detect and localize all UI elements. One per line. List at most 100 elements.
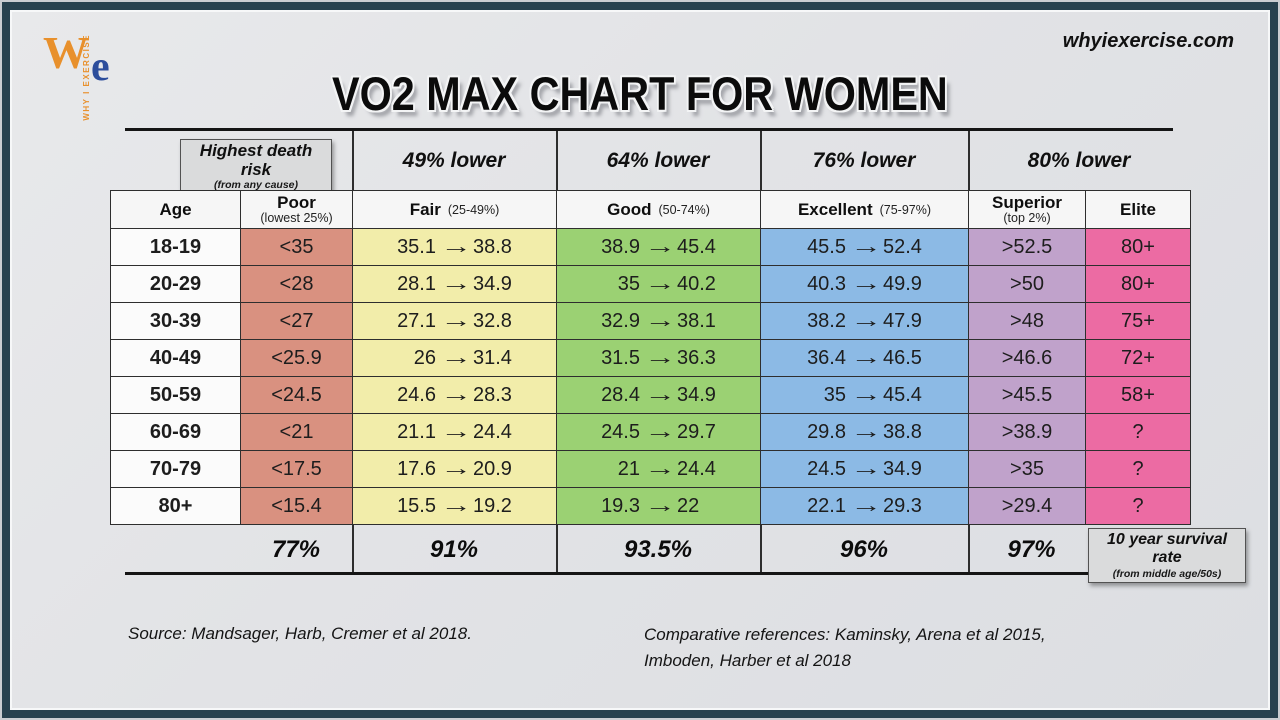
- fair-range-cell: 28.1 → 34.9: [353, 266, 557, 303]
- excellent-range-cell: 29.8 → 38.8: [761, 414, 969, 451]
- survival-rate-sublabel: (from middle age/50s): [1112, 567, 1222, 580]
- vo2-table: Age Poor (lowest 25%) Fair (25-49%) Good…: [110, 190, 1191, 525]
- header-divider: [968, 131, 970, 190]
- survival-rate-poor: 77%: [271, 536, 321, 563]
- header-divider: [352, 131, 354, 190]
- survival-divider: [352, 524, 354, 572]
- right-arrow-icon: →: [644, 235, 676, 258]
- excellent-header-sublabel: (75-97%): [879, 202, 932, 217]
- age-cell: 18-19: [111, 229, 241, 266]
- good-header-sublabel: (50-74%): [658, 202, 710, 217]
- fair-range-cell: 35.1 → 38.8: [353, 229, 557, 266]
- poor-cell: <15.4: [241, 488, 353, 525]
- fair-header-label: Fair: [409, 199, 441, 219]
- group-label-good: 64% lower: [606, 149, 710, 172]
- fair-range-cell: 26 → 31.4: [353, 340, 557, 377]
- comparative-line-2: Imboden, Harber et al 2018: [644, 651, 851, 671]
- page-title: VO2 MAX CHART FOR WOMEN: [332, 67, 948, 120]
- elite-cell: ?: [1086, 414, 1191, 451]
- poor-cell: <35: [241, 229, 353, 266]
- right-arrow-icon: →: [440, 235, 472, 258]
- survival-divider: [968, 524, 970, 572]
- survival-divider: [760, 524, 762, 572]
- superior-cell: >45.5: [969, 377, 1086, 414]
- right-arrow-icon: →: [850, 494, 882, 517]
- right-arrow-icon: →: [440, 457, 472, 480]
- right-arrow-icon: →: [440, 494, 472, 517]
- age-cell: 40-49: [111, 340, 241, 377]
- age-cell: 20-29: [111, 266, 241, 303]
- good-range-cell: 19.3 → 22: [557, 488, 761, 525]
- good-range-cell: 38.9 → 45.4: [557, 229, 761, 266]
- good-header-label: Good: [607, 199, 652, 219]
- group-label-excellent: 76% lower: [812, 149, 916, 172]
- group-label-superior-elite: 80% lower: [1027, 149, 1131, 172]
- fair-header-sublabel: (25-49%): [447, 202, 500, 217]
- top-rule: [125, 128, 1173, 131]
- survival-divider: [556, 524, 558, 572]
- age-cell: 30-39: [111, 303, 241, 340]
- superior-cell: >38.9: [969, 414, 1086, 451]
- poor-header-label: Poor: [277, 192, 316, 212]
- right-arrow-icon: →: [440, 346, 472, 369]
- excellent-column-header: Excellent (75-97%): [761, 191, 969, 229]
- fair-range-cell: 24.6 → 28.3: [353, 377, 557, 414]
- right-arrow-icon: →: [850, 420, 882, 443]
- good-range-cell: 24.5 → 29.7: [557, 414, 761, 451]
- comparative-line-1: Comparative references: Kaminsky, Arena …: [644, 625, 1046, 644]
- header-divider: [556, 131, 558, 190]
- right-arrow-icon: →: [644, 272, 676, 295]
- excellent-range-cell: 35 → 45.4: [761, 377, 969, 414]
- excellent-range-cell: 22.1 → 29.3: [761, 488, 969, 525]
- poor-cell: <21: [241, 414, 353, 451]
- good-range-cell: 35 → 40.2: [557, 266, 761, 303]
- poor-cell: <25.9: [241, 340, 353, 377]
- good-range-cell: 28.4 → 34.9: [557, 377, 761, 414]
- whyiexercise-logo: W WHY I EXERCISE e: [36, 24, 122, 121]
- poor-column-header: Poor (lowest 25%): [241, 191, 353, 229]
- superior-cell: >29.4: [969, 488, 1086, 525]
- superior-cell: >46.6: [969, 340, 1086, 377]
- good-range-cell: 21 → 24.4: [557, 451, 761, 488]
- superior-cell: >35: [969, 451, 1086, 488]
- survival-rate-excellent: 96%: [839, 536, 889, 563]
- highest-death-risk-box: Highest death risk (from any cause): [180, 139, 332, 195]
- superior-column-header: Superior (top 2%): [969, 191, 1086, 229]
- superior-header-label: Superior: [992, 192, 1062, 212]
- poor-cell: <27: [241, 303, 353, 340]
- elite-cell: 80+: [1086, 266, 1191, 303]
- source-note: Source: Mandsager, Harb, Cremer et al 20…: [128, 624, 472, 643]
- fair-column-header: Fair (25-49%): [353, 191, 557, 229]
- right-arrow-icon: →: [440, 383, 472, 406]
- right-arrow-icon: →: [440, 420, 472, 443]
- elite-cell: ?: [1086, 488, 1191, 525]
- survival-rate-fair: 91%: [429, 536, 479, 563]
- right-arrow-icon: →: [644, 309, 676, 332]
- survival-rate-box: 10 year survival rate (from middle age/5…: [1088, 528, 1246, 583]
- elite-cell: 72+: [1086, 340, 1191, 377]
- right-arrow-icon: →: [850, 309, 882, 332]
- poor-cell: <28: [241, 266, 353, 303]
- right-arrow-icon: →: [644, 420, 676, 443]
- excellent-range-cell: 38.2 → 47.9: [761, 303, 969, 340]
- fair-range-cell: 21.1 → 24.4: [353, 414, 557, 451]
- age-cell: 70-79: [111, 451, 241, 488]
- elite-header-label: Elite: [1120, 199, 1156, 219]
- superior-cell: >52.5: [969, 229, 1086, 266]
- bottom-rule: [125, 572, 1097, 575]
- good-range-cell: 31.5 → 36.3: [557, 340, 761, 377]
- poor-cell: <17.5: [241, 451, 353, 488]
- fair-range-cell: 15.5 → 19.2: [353, 488, 557, 525]
- right-arrow-icon: →: [850, 272, 882, 295]
- excellent-range-cell: 24.5 → 34.9: [761, 451, 969, 488]
- good-column-header: Good (50-74%): [557, 191, 761, 229]
- title-wrap: VO2 MAX CHART FOR WOMEN: [10, 66, 1270, 121]
- right-arrow-icon: →: [850, 457, 882, 480]
- right-arrow-icon: →: [850, 235, 882, 258]
- comparative-references-note: Comparative references: Kaminsky, Arena …: [644, 622, 1046, 675]
- right-arrow-icon: →: [850, 346, 882, 369]
- age-cell: 60-69: [111, 414, 241, 451]
- superior-cell: >50: [969, 266, 1086, 303]
- group-label-fair: 49% lower: [402, 149, 506, 172]
